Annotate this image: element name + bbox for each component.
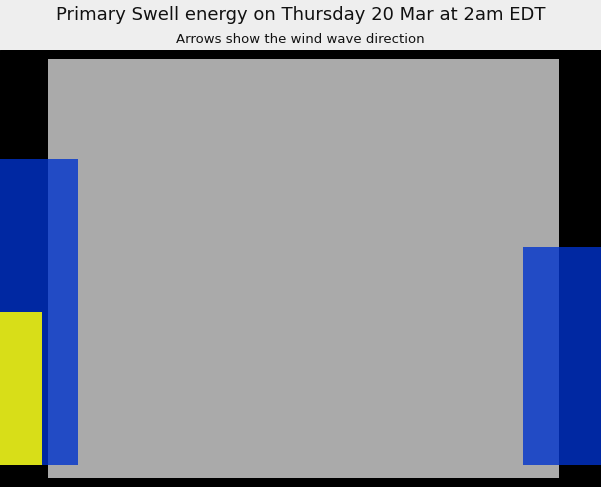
Bar (0, 312, 42, 465)
Bar (48, 59, 559, 478)
Text: Arrows show the wind wave direction: Arrows show the wind wave direction (176, 33, 425, 46)
Bar (523, 247, 601, 465)
Bar (0, 159, 78, 465)
Text: Primary Swell energy on Thursday 20 Mar at 2am EDT: Primary Swell energy on Thursday 20 Mar … (56, 6, 545, 24)
